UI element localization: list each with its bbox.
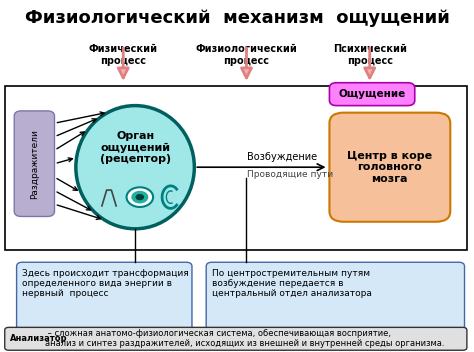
Text: Здесь происходит трансформация
определенного вида энергии в
нервный  процесс: Здесь происходит трансформация определен… [22, 269, 189, 298]
Circle shape [131, 191, 148, 203]
Text: Раздражители: Раздражители [30, 129, 39, 199]
Text: По центростремительным путям
возбуждение передается в
центральный отдел анализат: По центростремительным путям возбуждение… [212, 269, 372, 298]
Text: Физиологический
процесс: Физиологический процесс [196, 44, 297, 65]
Text: Физиологический  механизм  ощущений: Физиологический механизм ощущений [25, 9, 449, 27]
Text: Возбуждение: Возбуждение [247, 152, 317, 162]
Text: Ощущение: Ощущение [338, 89, 406, 99]
FancyBboxPatch shape [329, 83, 415, 106]
FancyBboxPatch shape [5, 327, 467, 350]
Text: Физический
процесс: Физический процесс [89, 44, 158, 65]
Circle shape [136, 194, 144, 200]
FancyBboxPatch shape [17, 262, 192, 333]
Text: Орган
ощущений
(рецептор): Орган ощущений (рецептор) [100, 131, 171, 164]
Text: Проводящие пути: Проводящие пути [247, 170, 333, 179]
FancyBboxPatch shape [329, 113, 450, 222]
Text: Центр в коре
головного
мозга: Центр в коре головного мозга [347, 151, 432, 184]
Text: – сложная анатомо-физиологическая система, обеспечивающая восприятие,
анализ и с: – сложная анатомо-физиологическая систем… [45, 329, 444, 348]
Ellipse shape [76, 106, 194, 229]
Circle shape [127, 187, 153, 207]
Text: Психический
процесс: Психический процесс [333, 44, 407, 65]
Bar [5, 86, 467, 250]
FancyBboxPatch shape [206, 262, 465, 333]
FancyBboxPatch shape [14, 111, 55, 216]
Text: Анализатор: Анализатор [10, 334, 68, 343]
